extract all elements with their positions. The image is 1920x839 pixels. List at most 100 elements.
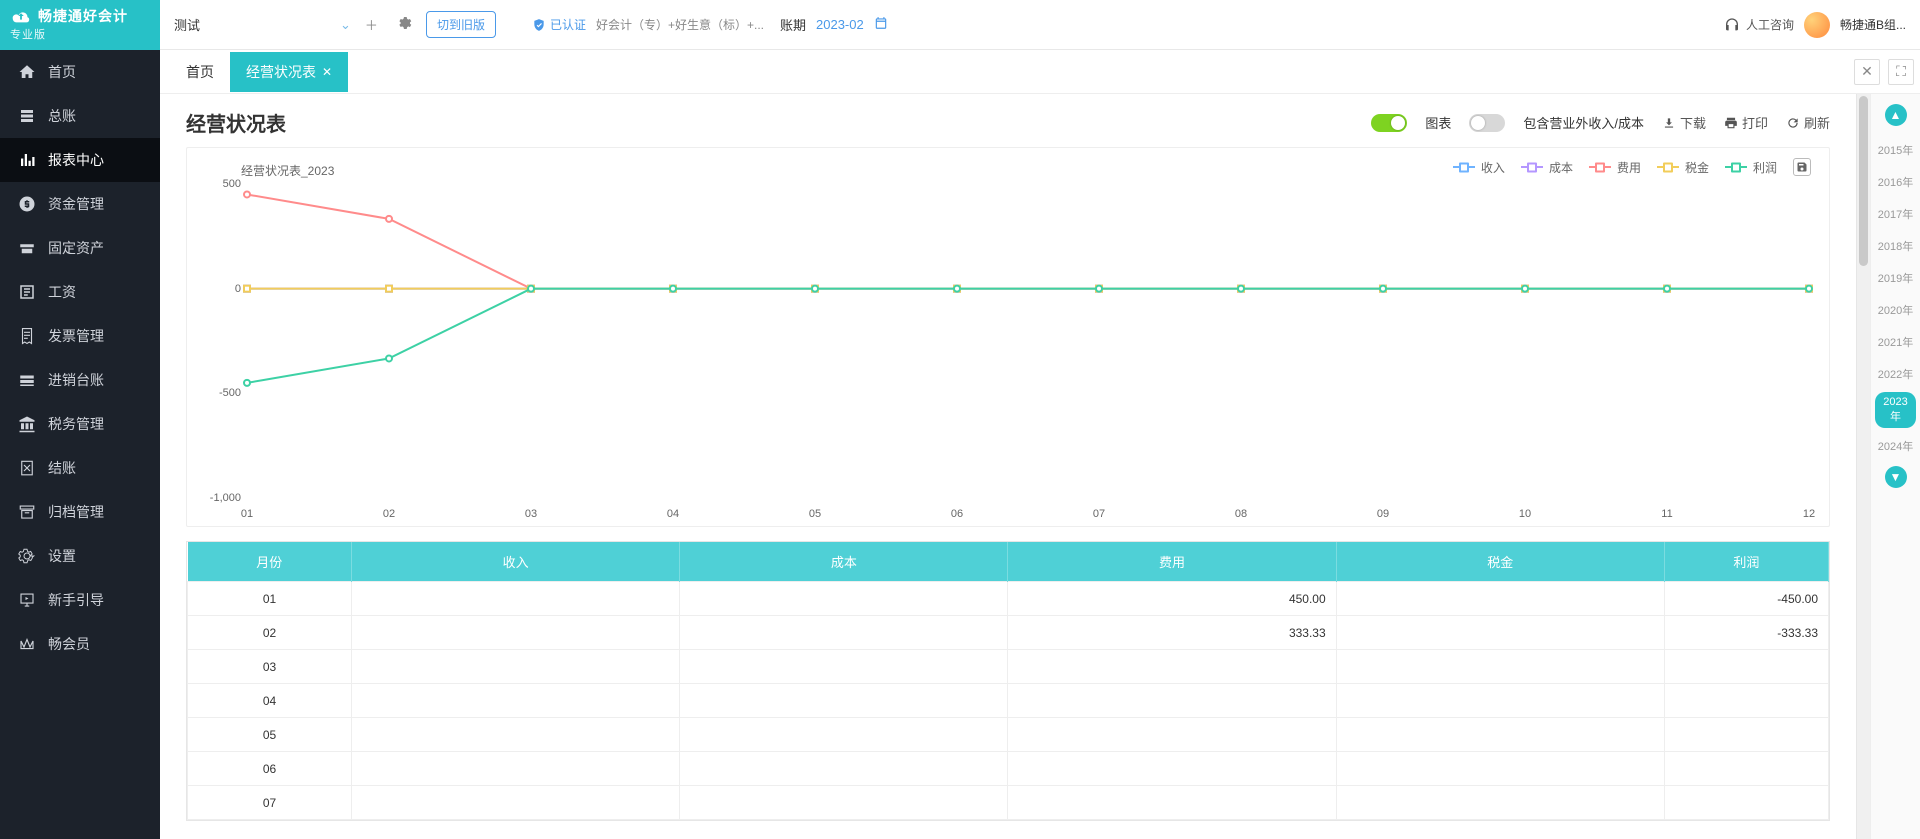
sidebar-item-label: 报表中心 xyxy=(48,150,104,170)
salary-icon xyxy=(18,283,36,301)
include-nonop-toggle[interactable] xyxy=(1469,114,1505,132)
vertical-scrollbar[interactable] xyxy=(1856,94,1870,839)
tab-首页[interactable]: 首页 xyxy=(170,52,230,92)
headset-icon xyxy=(1724,17,1740,33)
org-selector[interactable]: 测试 ⌄ xyxy=(174,15,351,34)
x-tick-label: 01 xyxy=(241,508,253,520)
close-icon xyxy=(18,459,36,477)
content: 经营状况表 图表 包含营业外收入/成本 下载 打印 刷新 xyxy=(160,94,1856,839)
shield-check-icon xyxy=(532,18,546,32)
year-item[interactable]: 2017年 xyxy=(1871,198,1920,230)
gear-icon xyxy=(396,15,412,31)
legend-item-profit[interactable]: 利润 xyxy=(1725,159,1777,176)
year-scroll-up[interactable]: ▲ xyxy=(1885,104,1907,126)
topbar: 测试 ⌄ ＋ 切到旧版 已认证 好会计（专）+好生意（标）+... 账期 202… xyxy=(160,0,1920,50)
year-item[interactable]: 2016年 xyxy=(1871,166,1920,198)
sidebar-item-asset[interactable]: 固定资产 xyxy=(0,226,160,270)
tab-经营状况表[interactable]: 经营状况表✕ xyxy=(230,52,348,92)
year-item[interactable]: 2018年 xyxy=(1871,230,1920,262)
sidebar-item-label: 税务管理 xyxy=(48,414,104,434)
include-nonop-label: 包含营业外收入/成本 xyxy=(1523,113,1644,132)
refresh-button[interactable]: 刷新 xyxy=(1786,113,1830,132)
avatar[interactable] xyxy=(1804,12,1830,38)
chart-save-button[interactable] xyxy=(1793,158,1811,176)
guide-icon xyxy=(18,591,36,609)
org-settings-button[interactable] xyxy=(392,11,416,38)
stock-icon xyxy=(18,371,36,389)
body: 经营状况表 图表 包含营业外收入/成本 下载 打印 刷新 xyxy=(160,94,1920,839)
refresh-icon xyxy=(1786,116,1800,130)
download-button[interactable]: 下载 xyxy=(1662,113,1706,132)
chart-toggle-label: 图表 xyxy=(1425,113,1451,132)
sidebar-item-funds[interactable]: 资金管理 xyxy=(0,182,160,226)
chart-toggle[interactable] xyxy=(1371,114,1407,132)
year-item[interactable]: 2015年 xyxy=(1871,134,1920,166)
year-item[interactable]: 2024年 xyxy=(1871,430,1920,462)
table-header: 税金 xyxy=(1336,542,1664,582)
sidebar-item-invoice[interactable]: 发票管理 xyxy=(0,314,160,358)
table-row: 04 xyxy=(188,684,1829,718)
sidebar-item-home[interactable]: 首页 xyxy=(0,50,160,94)
x-tick-label: 10 xyxy=(1519,508,1531,520)
brand-edition: 专业版 xyxy=(10,26,150,42)
y-tick-label: -1,000 xyxy=(197,492,241,504)
calendar-icon[interactable] xyxy=(874,16,888,33)
sidebar-item-stock[interactable]: 进销台账 xyxy=(0,358,160,402)
fullscreen-button[interactable]: ⛶ xyxy=(1888,59,1914,85)
sidebar-item-archive[interactable]: 归档管理 xyxy=(0,490,160,534)
sidebar-item-ledger[interactable]: 总账 xyxy=(0,94,160,138)
chevron-down-icon: ⌄ xyxy=(340,17,351,33)
sidebar-item-salary[interactable]: 工资 xyxy=(0,270,160,314)
support-button[interactable]: 人工咨询 xyxy=(1724,16,1794,33)
tab-close-all-button[interactable]: ✕ xyxy=(1854,59,1880,85)
chart-legend: 收入成本费用税金利润 xyxy=(1453,158,1811,176)
chart-plot: 5000-500-1,000010203040506070809101112 xyxy=(247,184,1809,498)
period-label: 账期 xyxy=(780,15,806,34)
sidebar-item-label: 资金管理 xyxy=(48,194,104,214)
period-value[interactable]: 2023-02 xyxy=(816,17,864,32)
year-item[interactable]: 2021年 xyxy=(1871,326,1920,358)
sidebar-item-close[interactable]: 结账 xyxy=(0,446,160,490)
sidebar-item-guide[interactable]: 新手引导 xyxy=(0,578,160,622)
user-name[interactable]: 畅捷通B组... xyxy=(1840,16,1906,33)
sidebar-item-report[interactable]: 报表中心 xyxy=(0,138,160,182)
sidebar-item-label: 设置 xyxy=(48,546,76,566)
year-item[interactable]: 2023年 xyxy=(1875,392,1916,428)
cloud-upload-icon xyxy=(10,7,32,25)
sidebar-item-label: 固定资产 xyxy=(48,238,104,258)
legend-item-income[interactable]: 收入 xyxy=(1453,159,1505,176)
sidebar-item-tax[interactable]: 税务管理 xyxy=(0,402,160,446)
org-name: 测试 xyxy=(174,15,200,34)
sidebar: 畅捷通好会计 专业版 首页总账报表中心资金管理固定资产工资发票管理进销台账税务管… xyxy=(0,0,160,839)
year-item[interactable]: 2019年 xyxy=(1871,262,1920,294)
table-row: 07 xyxy=(188,786,1829,820)
year-item[interactable]: 2022年 xyxy=(1871,358,1920,390)
table-row: 02333.33-333.33 xyxy=(188,616,1829,650)
sidebar-item-vip[interactable]: 畅会员 xyxy=(0,622,160,666)
sidebar-item-settings[interactable]: 设置 xyxy=(0,534,160,578)
x-tick-label: 03 xyxy=(525,508,537,520)
chart-card: 经营状况表_2023 收入成本费用税金利润 5000-500-1,0000102… xyxy=(186,147,1830,527)
x-tick-label: 02 xyxy=(383,508,395,520)
legend-item-cost[interactable]: 成本 xyxy=(1521,159,1573,176)
year-item[interactable]: 2020年 xyxy=(1871,294,1920,326)
brand-name: 畅捷通好会计 xyxy=(38,6,128,26)
legend-item-tax[interactable]: 税金 xyxy=(1657,159,1709,176)
print-button[interactable]: 打印 xyxy=(1724,113,1768,132)
tax-icon xyxy=(18,415,36,433)
archive-icon xyxy=(18,503,36,521)
sidebar-item-label: 结账 xyxy=(48,458,76,478)
tab-close-icon[interactable]: ✕ xyxy=(322,65,332,79)
content-header: 经营状况表 图表 包含营业外收入/成本 下载 打印 刷新 xyxy=(186,108,1830,137)
download-icon xyxy=(1662,116,1676,130)
sidebar-item-label: 畅会员 xyxy=(48,634,90,654)
support-label: 人工咨询 xyxy=(1746,16,1794,33)
switch-old-button[interactable]: 切到旧版 xyxy=(426,11,496,38)
year-rail: ▲ 2015年2016年2017年2018年2019年2020年2021年202… xyxy=(1870,94,1920,839)
year-scroll-down[interactable]: ▼ xyxy=(1885,466,1907,488)
legend-item-expense[interactable]: 费用 xyxy=(1589,159,1641,176)
sidebar-item-label: 工资 xyxy=(48,282,76,302)
add-org-button[interactable]: ＋ xyxy=(361,11,382,38)
y-tick-label: -500 xyxy=(197,387,241,399)
x-tick-label: 05 xyxy=(809,508,821,520)
